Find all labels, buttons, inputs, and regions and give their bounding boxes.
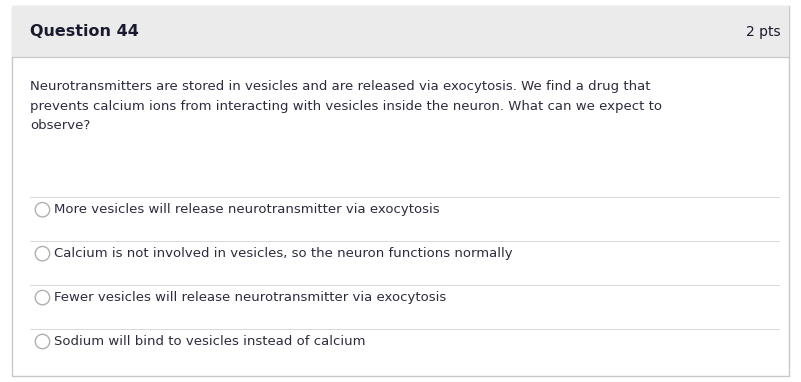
Text: Sodium will bind to vesicles instead of calcium: Sodium will bind to vesicles instead of … (54, 335, 366, 348)
Text: Calcium is not involved in vesicles, so the neuron functions normally: Calcium is not involved in vesicles, so … (54, 247, 513, 260)
Text: Question 44: Question 44 (30, 24, 139, 39)
Text: 2 pts: 2 pts (747, 24, 781, 39)
Bar (12, 6, 789, 57)
Text: Neurotransmitters are stored in vesicles and are released via exocytosis. We fin: Neurotransmitters are stored in vesicles… (30, 80, 662, 132)
Text: Fewer vesicles will release neurotransmitter via exocytosis: Fewer vesicles will release neurotransmi… (54, 291, 447, 304)
Text: More vesicles will release neurotransmitter via exocytosis: More vesicles will release neurotransmit… (54, 203, 440, 216)
